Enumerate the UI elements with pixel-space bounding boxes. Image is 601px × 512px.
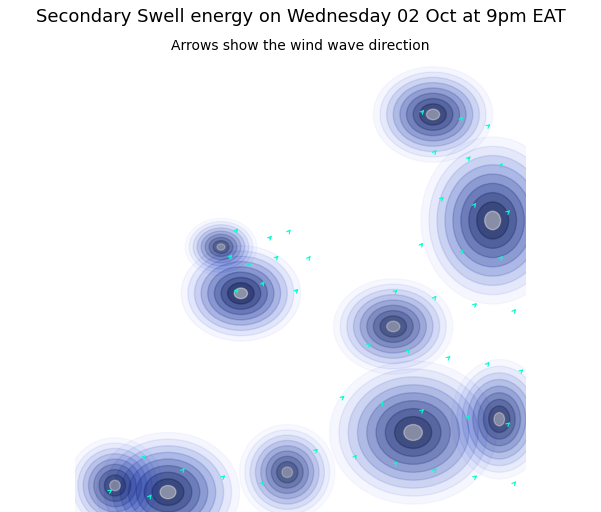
- Ellipse shape: [494, 413, 505, 426]
- Ellipse shape: [404, 424, 423, 440]
- Ellipse shape: [426, 109, 440, 120]
- Ellipse shape: [234, 288, 248, 298]
- Ellipse shape: [426, 109, 440, 120]
- Ellipse shape: [193, 225, 249, 269]
- Ellipse shape: [478, 393, 520, 446]
- Ellipse shape: [373, 311, 413, 343]
- Ellipse shape: [380, 316, 406, 337]
- Ellipse shape: [94, 464, 136, 507]
- Ellipse shape: [201, 262, 281, 325]
- Ellipse shape: [413, 98, 453, 131]
- Ellipse shape: [477, 202, 508, 239]
- Ellipse shape: [473, 386, 526, 453]
- Ellipse shape: [271, 456, 303, 488]
- Ellipse shape: [120, 453, 216, 512]
- Ellipse shape: [201, 231, 241, 263]
- Ellipse shape: [188, 251, 294, 336]
- Ellipse shape: [404, 424, 423, 440]
- Ellipse shape: [353, 295, 433, 358]
- Ellipse shape: [484, 211, 501, 230]
- Ellipse shape: [112, 446, 224, 512]
- Ellipse shape: [99, 470, 131, 501]
- Ellipse shape: [406, 93, 460, 136]
- Ellipse shape: [213, 241, 229, 253]
- Ellipse shape: [386, 77, 480, 152]
- Ellipse shape: [462, 373, 536, 465]
- Ellipse shape: [453, 174, 532, 267]
- Ellipse shape: [209, 238, 233, 257]
- Ellipse shape: [393, 82, 473, 146]
- Ellipse shape: [457, 366, 542, 472]
- Ellipse shape: [380, 72, 486, 157]
- Ellipse shape: [348, 377, 478, 488]
- Ellipse shape: [282, 467, 293, 478]
- Ellipse shape: [88, 459, 141, 512]
- Ellipse shape: [128, 459, 208, 512]
- Ellipse shape: [376, 401, 450, 464]
- Ellipse shape: [461, 183, 525, 258]
- Ellipse shape: [221, 278, 261, 309]
- Ellipse shape: [105, 475, 126, 496]
- Ellipse shape: [189, 222, 253, 272]
- Ellipse shape: [276, 462, 298, 483]
- Ellipse shape: [437, 156, 548, 285]
- Ellipse shape: [429, 146, 557, 295]
- Ellipse shape: [109, 480, 120, 491]
- Ellipse shape: [494, 413, 505, 426]
- Ellipse shape: [339, 369, 487, 496]
- Ellipse shape: [160, 485, 176, 499]
- Ellipse shape: [358, 385, 469, 480]
- Ellipse shape: [468, 379, 531, 459]
- Ellipse shape: [386, 321, 400, 332]
- Ellipse shape: [217, 244, 225, 250]
- Ellipse shape: [215, 272, 267, 314]
- Ellipse shape: [445, 165, 540, 276]
- Ellipse shape: [152, 479, 184, 505]
- Ellipse shape: [483, 399, 515, 439]
- Ellipse shape: [255, 440, 319, 504]
- Ellipse shape: [340, 284, 447, 369]
- Ellipse shape: [395, 417, 432, 449]
- Ellipse shape: [489, 406, 510, 433]
- Ellipse shape: [73, 443, 157, 512]
- Ellipse shape: [83, 454, 147, 512]
- Text: Arrows show the wind wave direction: Arrows show the wind wave direction: [171, 39, 430, 53]
- Ellipse shape: [245, 430, 330, 512]
- Ellipse shape: [386, 321, 400, 332]
- Ellipse shape: [228, 283, 254, 304]
- Ellipse shape: [469, 193, 516, 248]
- Ellipse shape: [160, 485, 176, 499]
- Ellipse shape: [367, 393, 460, 472]
- Ellipse shape: [360, 300, 426, 353]
- Ellipse shape: [217, 244, 225, 250]
- Ellipse shape: [266, 451, 308, 494]
- Ellipse shape: [208, 267, 274, 320]
- Ellipse shape: [205, 234, 237, 260]
- Ellipse shape: [195, 256, 287, 330]
- Ellipse shape: [347, 289, 440, 364]
- Ellipse shape: [400, 88, 466, 141]
- Ellipse shape: [419, 104, 447, 125]
- Ellipse shape: [105, 439, 231, 512]
- Ellipse shape: [197, 228, 245, 266]
- Ellipse shape: [484, 211, 501, 230]
- Ellipse shape: [109, 480, 120, 491]
- Ellipse shape: [234, 288, 248, 298]
- Ellipse shape: [385, 409, 441, 456]
- Ellipse shape: [261, 446, 314, 499]
- Ellipse shape: [144, 472, 192, 512]
- Text: Secondary Swell energy on Wednesday 02 Oct at 9pm EAT: Secondary Swell energy on Wednesday 02 O…: [35, 8, 566, 26]
- Ellipse shape: [136, 465, 200, 512]
- Ellipse shape: [367, 305, 419, 348]
- Ellipse shape: [250, 435, 325, 509]
- Ellipse shape: [282, 467, 293, 478]
- Ellipse shape: [78, 449, 152, 512]
